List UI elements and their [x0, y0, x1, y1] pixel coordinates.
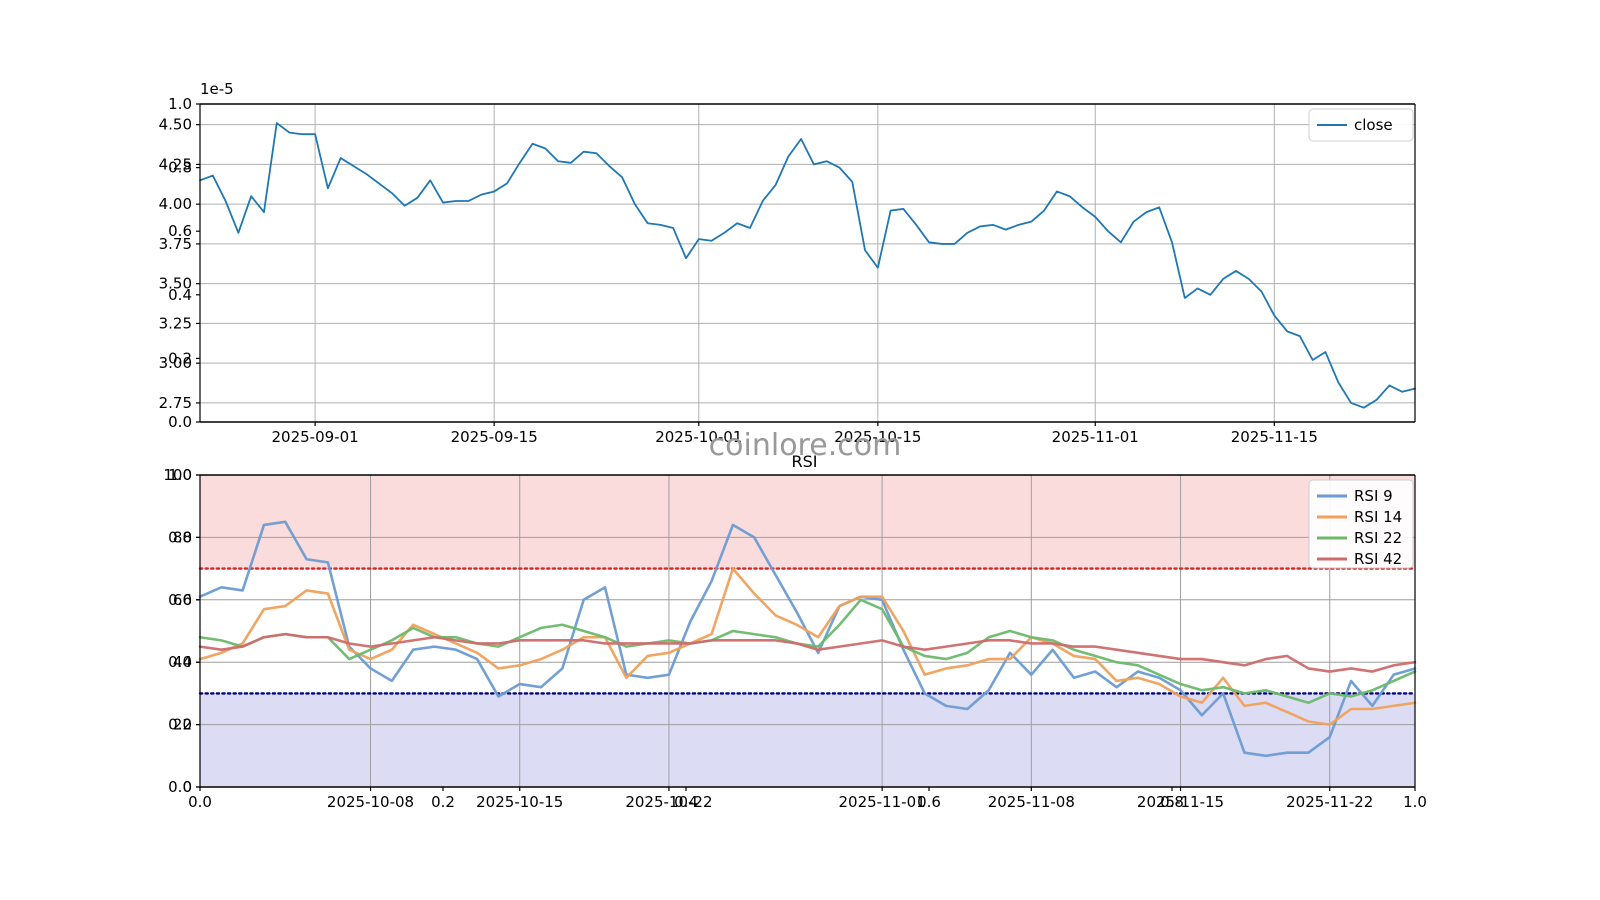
price-overlay-ytick-label: 0.0 — [168, 413, 192, 431]
price-overlay-ytick-label: 1.0 — [168, 95, 192, 113]
watermark-coinlore: coinlore.com — [709, 428, 902, 463]
rsi-overlay-ytick-label: 1.0 — [168, 466, 192, 484]
price-xtick-label: 2025-09-01 — [272, 428, 359, 446]
rsi-overlay-xtick-label: 0.2 — [431, 793, 455, 811]
price-plot-background — [200, 104, 1415, 422]
rsi-xtick-label: 2025-10-22 — [625, 793, 712, 811]
price-xtick-label: 2025-11-01 — [1052, 428, 1139, 446]
price-ytick-label: 3.50 — [159, 275, 192, 293]
rsi-xtick-label: 2025-11-15 — [1137, 793, 1224, 811]
price-ytick-label: 3.25 — [159, 314, 192, 332]
rsi-overlay-ytick-label: 0.4 — [168, 653, 192, 671]
rsi-line-rsi-9 — [198, 520, 1417, 758]
rsi-overlay-ytick-label: 0.6 — [168, 591, 192, 609]
price-xtick-label: 2025-09-15 — [451, 428, 538, 446]
rsi-legend-label[interactable]: RSI 22 — [1354, 529, 1402, 547]
rsi-line-rsi-14 — [198, 567, 1417, 726]
rsi-legend-label[interactable]: RSI 9 — [1354, 487, 1393, 505]
rsi-overlay-xtick-label: 1.0 — [1403, 793, 1427, 811]
rsi-xtick-label: 2025-11-22 — [1286, 793, 1373, 811]
rsi-line-rsi-42 — [198, 632, 1417, 673]
rsi-overlay-ytick-label: 0.8 — [168, 528, 192, 546]
price-ytick-label: 4.00 — [159, 195, 192, 213]
rsi-overlay-xtick-label: 0.0 — [188, 793, 212, 811]
price-line-close — [199, 122, 1416, 409]
price-xtick-label: 2025-10-01 — [655, 428, 742, 446]
price-ytick-label: 2.75 — [159, 394, 192, 412]
rsi-shaded-band — [200, 475, 1415, 569]
rsi-shaded-band — [200, 693, 1415, 787]
price-overlay-ytick-label: 0.2 — [168, 349, 192, 367]
rsi-overlay-ytick-label: 0.2 — [168, 716, 192, 734]
price-overlay-ytick-label: 0.6 — [168, 222, 192, 240]
price-legend-label[interactable]: close — [1354, 116, 1393, 134]
rsi-xtick-label: 2025-11-08 — [988, 793, 1075, 811]
rsi-overlay-xtick-label: 0.6 — [917, 793, 941, 811]
rsi-ytick-label: 0 — [182, 778, 192, 796]
price-xtick-label: 2025-11-15 — [1231, 428, 1318, 446]
price-overlay-ytick-label: 0.8 — [168, 159, 192, 177]
price-ytick-label: 3.75 — [159, 235, 192, 253]
price-ytick-label: 3.00 — [159, 354, 192, 372]
price-ytick-label: 4.50 — [159, 116, 192, 134]
rsi-ytick-label: 40 — [173, 653, 192, 671]
price-axis-offset-label: 1e-5 — [200, 80, 234, 98]
rsi-line-rsi-22 — [198, 598, 1417, 705]
rsi-xtick-label: 2025-10-15 — [476, 793, 563, 811]
rsi-legend-box — [1308, 479, 1414, 569]
rsi-legend-label[interactable]: RSI 42 — [1354, 550, 1402, 568]
rsi-ytick-label: 20 — [173, 716, 192, 734]
rsi-overlay-xtick-label: 0.8 — [1160, 793, 1184, 811]
price-overlay-ytick-label: 0.4 — [168, 286, 192, 304]
rsi-overlay-xtick-label: 0.4 — [674, 793, 698, 811]
rsi-panel-title: RSI — [792, 452, 818, 471]
rsi-ytick-label: 100 — [163, 466, 192, 484]
rsi-xtick-label: 2025-10-08 — [327, 793, 414, 811]
price-xtick-label: 2025-10-15 — [834, 428, 921, 446]
rsi-legend-label[interactable]: RSI 14 — [1354, 508, 1402, 526]
price-legend-box — [1308, 108, 1414, 142]
rsi-xtick-label: 2025-11-01 — [839, 793, 926, 811]
rsi-ytick-label: 60 — [173, 591, 192, 609]
rsi-ytick-label: 80 — [173, 528, 192, 546]
price-ytick-label: 4.25 — [159, 155, 192, 173]
rsi-overlay-ytick-label: 0.0 — [168, 778, 192, 796]
